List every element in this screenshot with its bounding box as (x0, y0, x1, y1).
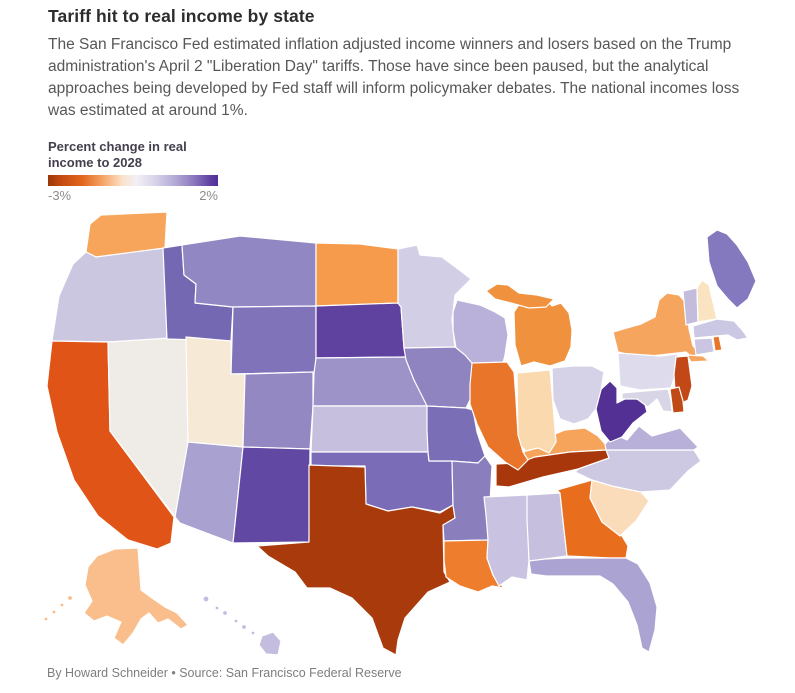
color-legend: Percent change in real income to 2028 -3… (48, 139, 228, 203)
state-vt (682, 287, 699, 326)
byline-source: By Howard Schneider • Source: San Franci… (47, 666, 402, 680)
state-de (669, 386, 685, 414)
state-ks (310, 405, 431, 453)
state-mi-upper (485, 283, 555, 309)
state-tn (495, 449, 610, 488)
legend-title-line2: income to 2028 (48, 154, 142, 170)
state-co (242, 371, 314, 450)
state-md (621, 388, 673, 413)
state-or (51, 247, 168, 343)
state-tx (256, 464, 456, 656)
chart-subtitle: The San Francisco Fed estimated inflatio… (48, 36, 740, 119)
state-mt (181, 235, 317, 308)
state-wv (595, 380, 648, 443)
state-hi (202, 595, 282, 656)
state-nd (315, 242, 399, 307)
state-ma (692, 318, 749, 341)
state-az (174, 441, 244, 544)
legend-title-line1: Percent change in real (48, 139, 187, 154)
state-ak (43, 547, 189, 646)
state-ct (693, 337, 715, 356)
state-sd (315, 302, 407, 359)
legend-min-label: -3% (48, 188, 72, 203)
state-wy (230, 305, 317, 375)
state-ri (712, 335, 723, 352)
state-fl (528, 557, 658, 653)
legend-labels: -3% 2% (48, 188, 218, 203)
legend-max-label: 2% (199, 188, 218, 203)
legend-title: Percent change in real income to 2028 (48, 139, 228, 170)
state-oh (551, 365, 605, 425)
state-me (706, 229, 757, 309)
state-mi-lower (513, 297, 573, 367)
page-title: Tariff hit to real income by state (48, 6, 315, 26)
state-il (469, 361, 529, 471)
state-pa (617, 352, 679, 391)
state-mn (397, 244, 472, 349)
state-ny-long-island (686, 354, 710, 363)
legend-gradient-bar (48, 175, 218, 186)
state-wi (452, 299, 509, 365)
state-in (516, 369, 557, 454)
state-nm (232, 446, 311, 544)
state-nh (696, 279, 718, 323)
